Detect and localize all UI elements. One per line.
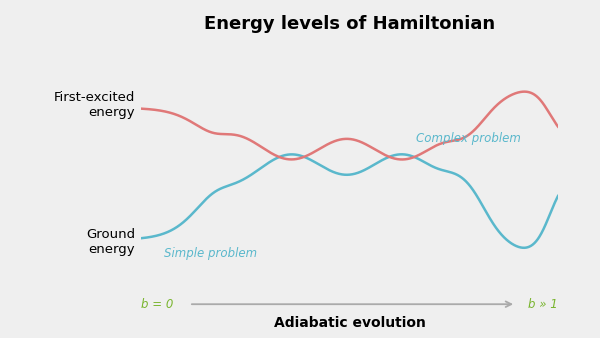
Text: b » 1: b » 1 [528,298,558,311]
Text: Simple problem: Simple problem [164,247,257,260]
Text: Adiabatic evolution: Adiabatic evolution [274,316,425,330]
Text: Ground
energy: Ground energy [86,227,135,256]
Text: b = 0: b = 0 [141,298,173,311]
Text: Complex problem: Complex problem [416,131,521,145]
Text: First-excited
energy: First-excited energy [53,91,135,119]
Text: Energy levels of Hamiltonian: Energy levels of Hamiltonian [204,15,495,33]
